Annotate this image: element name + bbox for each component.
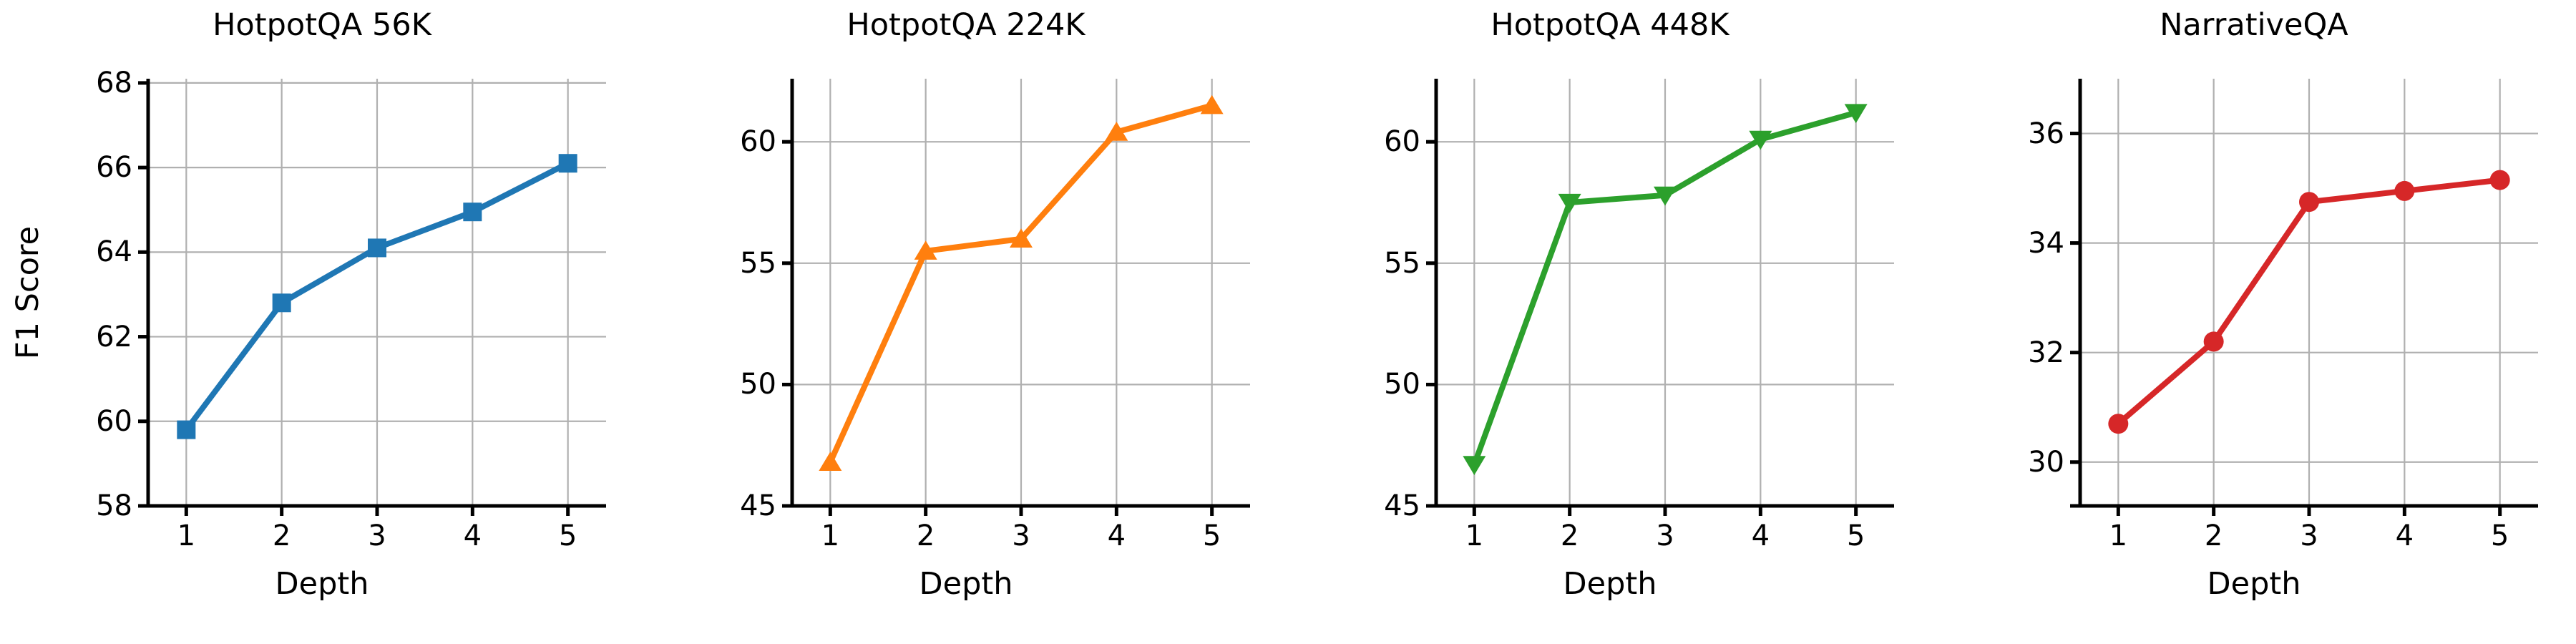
x-axis-tick-label: 5	[1846, 519, 1865, 552]
panel-title: HotpotQA 224K	[847, 7, 1085, 43]
x-axis-tick-label: 5	[2490, 519, 2509, 552]
x-axis-tick-label: 1	[177, 519, 196, 552]
x-axis-tick-label: 2	[916, 519, 935, 552]
x-axis-tick-label: 4	[1107, 519, 1126, 552]
x-axis-tick-label: 3	[1656, 519, 1674, 552]
plot-area: 58 60 62 64 66 68 1 2 3 4 5	[96, 69, 606, 550]
x-axis-tick-label: 3	[1012, 519, 1030, 552]
x-axis-tick-label: 5	[558, 519, 577, 552]
y-axis-tick-label: 36	[2028, 117, 2064, 150]
y-axis-tick-label: 34	[2028, 226, 2064, 260]
x-axis-label: Depth	[919, 566, 1013, 602]
y-axis-tick-label: 30	[2028, 445, 2064, 479]
x-axis-tick-label: 4	[2395, 519, 2414, 552]
y-axis-tick-label: 60	[96, 404, 132, 438]
x-axis-tick-label: 4	[1751, 519, 1770, 552]
x-axis-tick-label: 5	[1202, 519, 1221, 552]
chart-panel-4: NarrativeQA 30 32 34 36 1 2 3 4 5 Depth	[1932, 0, 2576, 644]
x-axis-tick-label: 1	[2109, 519, 2128, 552]
y-axis-tick-label: 60	[1384, 125, 1420, 159]
y-axis-tick-label: 68	[96, 66, 132, 99]
x-axis-label: Depth	[275, 566, 369, 602]
x-axis-tick-label: 2	[272, 519, 291, 552]
x-axis-tick-label: 1	[1465, 519, 1484, 552]
y-axis-tick-label: 50	[1384, 368, 1420, 401]
y-axis-tick-label: 50	[740, 368, 776, 401]
y-axis-tick-label: 66	[96, 151, 132, 185]
y-axis-tick-label: 45	[1384, 489, 1420, 522]
y-axis-tick-label: 64	[96, 235, 132, 269]
x-axis-label: Depth	[2207, 566, 2301, 602]
y-axis-tick-label: 55	[740, 246, 776, 280]
x-axis-label: Depth	[1563, 566, 1657, 602]
x-axis-tick-label: 3	[368, 519, 386, 552]
x-axis-tick-label: 2	[2204, 519, 2223, 552]
x-axis-tick-label: 4	[463, 519, 482, 552]
plot-area: 30 32 34 36 1 2 3 4 5	[2028, 79, 2538, 550]
y-axis-tick-label: 58	[96, 489, 132, 522]
x-axis-tick-label: 3	[2300, 519, 2318, 552]
y-axis-label: F1 Score	[10, 225, 46, 359]
y-axis-tick-label: 45	[740, 489, 776, 522]
chart-panel-2: HotpotQA 224K 45 50 55 60 1 2 3 4 5 Depth	[644, 0, 1288, 644]
chart-panel-3: HotpotQA 448K 45 50 55 60 1 2 3 4 5 Depth	[1288, 0, 1932, 644]
panel-title: NarrativeQA	[2160, 7, 2348, 43]
y-axis-tick-label: 62	[96, 320, 132, 353]
panel-title: HotpotQA 448K	[1491, 7, 1729, 43]
plot-area: 45 50 55 60 1 2 3 4 5	[1384, 79, 1894, 550]
x-axis-tick-label: 1	[821, 519, 840, 552]
y-axis-tick-label: 55	[1384, 246, 1420, 280]
y-axis-tick-label: 32	[2028, 336, 2064, 369]
panel-title: HotpotQA 56K	[213, 7, 431, 43]
plot-area: 45 50 55 60 1 2 3 4 5	[740, 79, 1250, 550]
chart-panel-1: HotpotQA 56K 58 60 62 64 66 68 1 2 3 4 5 Depth F1 Sco…	[0, 0, 644, 644]
y-axis-tick-label: 60	[740, 125, 776, 159]
x-axis-tick-label: 2	[1560, 519, 1579, 552]
